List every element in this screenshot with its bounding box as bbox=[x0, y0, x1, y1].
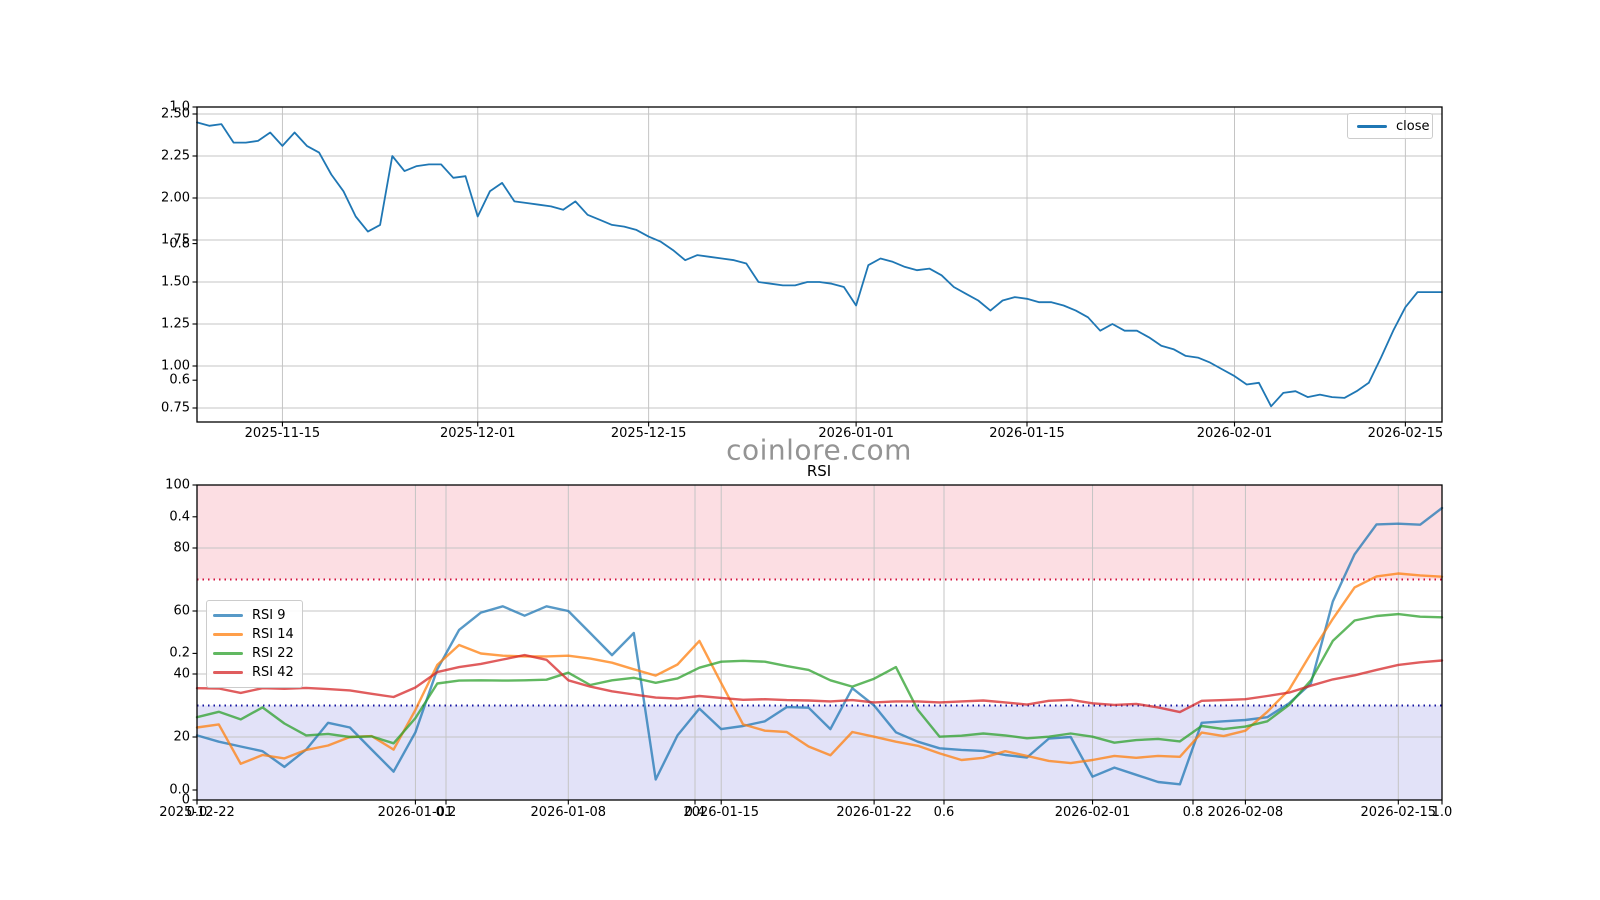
phantom-x-tick-label: 0.4 bbox=[684, 805, 706, 820]
rsi-chart-y-tick-label: 80 bbox=[173, 540, 190, 556]
phantom-y-tick-label: 0.0 bbox=[169, 782, 190, 798]
rsi-legend: RSI 9 RSI 14 RSI 22 RSI 42 bbox=[206, 600, 303, 688]
rsi-chart-x-tick-label: 2025-12-22 bbox=[159, 805, 235, 820]
phantom-y-tick-label: 0.2 bbox=[169, 645, 190, 661]
price-chart-y-tick-label: 2.00 bbox=[161, 190, 190, 206]
phantom-y-tick-label: 1.0 bbox=[169, 99, 190, 115]
price-chart-y-tick-label: 2.50 bbox=[161, 106, 190, 122]
rsi-legend-row: RSI 22 bbox=[213, 646, 296, 661]
phantom-x-tick-label: 0.0 bbox=[186, 805, 208, 820]
watermark-text: coinlore.com bbox=[726, 433, 912, 467]
phantom-y-tick-label: 0.8 bbox=[169, 236, 190, 252]
rsi-9-legend-label: RSI 9 bbox=[252, 608, 286, 623]
phantom-y-tick-label: 0.4 bbox=[169, 509, 190, 525]
phantom-x-tick-label: 0.8 bbox=[1182, 805, 1204, 820]
rsi-chart-y-tick-label: 60 bbox=[173, 603, 190, 619]
price-legend: close bbox=[1347, 113, 1433, 139]
rsi-chart-x-tick-label: 2026-01-08 bbox=[530, 805, 607, 820]
rsi-42-legend-label: RSI 42 bbox=[252, 665, 294, 680]
rsi-chart-x-tick-label: 2026-02-15 bbox=[1360, 805, 1437, 820]
price-chart-x-tick-label: 2026-01-01 bbox=[818, 426, 894, 441]
rsi-22-line-swatch bbox=[213, 652, 243, 655]
price-chart-x-tick-label: 2025-12-15 bbox=[610, 426, 687, 441]
rsi-chart-title: RSI bbox=[806, 462, 832, 480]
rsi-chart-y-tick-label: 100 bbox=[165, 477, 190, 493]
axes-spine bbox=[196, 106, 1443, 423]
price-chart-x-tick-label: 2026-01-15 bbox=[989, 426, 1065, 441]
phantom-x-tick-label: 0.6 bbox=[933, 805, 955, 820]
rsi-legend-row: RSI 42 bbox=[213, 665, 296, 680]
phantom-x-tick-label: 0.2 bbox=[435, 805, 457, 820]
phantom-axis bbox=[192, 106, 1443, 805]
rsi-chart bbox=[192, 484, 1444, 805]
price-chart-x-tick-label: 2025-11-15 bbox=[244, 426, 321, 441]
rsi-9-line-swatch bbox=[213, 614, 243, 617]
axes-spine bbox=[196, 484, 1443, 801]
phantom-x-tick-label: 1.0 bbox=[1431, 805, 1453, 820]
rsi-22-legend-label: RSI 22 bbox=[252, 646, 294, 661]
price-chart-y-tick-label: 1.50 bbox=[161, 274, 190, 290]
rsi-chart-x-tick-label: 2026-01-15 bbox=[683, 805, 759, 820]
rsi-42-line bbox=[195, 653, 1444, 714]
rsi-22-line bbox=[195, 612, 1444, 745]
rsi-chart-y-tick-label: 20 bbox=[173, 729, 190, 745]
price-chart bbox=[192, 106, 1443, 427]
price-chart-y-tick-label: 2.25 bbox=[161, 148, 190, 164]
rsi-chart-x-tick-label: 2026-02-01 bbox=[1054, 805, 1131, 820]
rsi-legend-row: RSI 9 bbox=[213, 608, 296, 623]
rsi-chart-y-tick-label: 0 bbox=[181, 792, 190, 808]
close-line-swatch bbox=[1357, 124, 1387, 128]
close-line bbox=[196, 121, 1443, 408]
phantom-y-tick-label: 0.6 bbox=[169, 372, 190, 388]
overbought-band bbox=[197, 485, 1442, 580]
rsi-chart-x-tick-label: 2026-01-01 bbox=[377, 805, 454, 820]
price-chart-x-tick-label: 2025-12-01 bbox=[439, 426, 516, 441]
price-chart-y-tick-label: 0.75 bbox=[161, 400, 190, 416]
close-legend-label: close bbox=[1396, 118, 1430, 134]
price-chart-y-tick-label: 1.00 bbox=[161, 358, 190, 374]
rsi-9-line bbox=[195, 506, 1444, 786]
rsi-chart-x-tick-label: 2026-02-08 bbox=[1207, 805, 1284, 820]
rsi-legend-row: RSI 14 bbox=[213, 627, 296, 642]
price-chart-x-tick-label: 2026-02-01 bbox=[1196, 426, 1273, 441]
rsi-chart-y-tick-label: 40 bbox=[173, 666, 190, 682]
rsi-14-legend-label: RSI 14 bbox=[252, 627, 294, 642]
rsi-14-line-swatch bbox=[213, 633, 243, 636]
rsi-42-line-swatch bbox=[213, 671, 243, 674]
price-chart-y-tick-label: 1.25 bbox=[161, 316, 190, 332]
price-chart-y-tick-label: 1.75 bbox=[161, 232, 190, 248]
rsi-chart-x-tick-label: 2026-01-22 bbox=[836, 805, 912, 820]
price-chart-x-tick-label: 2026-02-15 bbox=[1367, 426, 1444, 441]
